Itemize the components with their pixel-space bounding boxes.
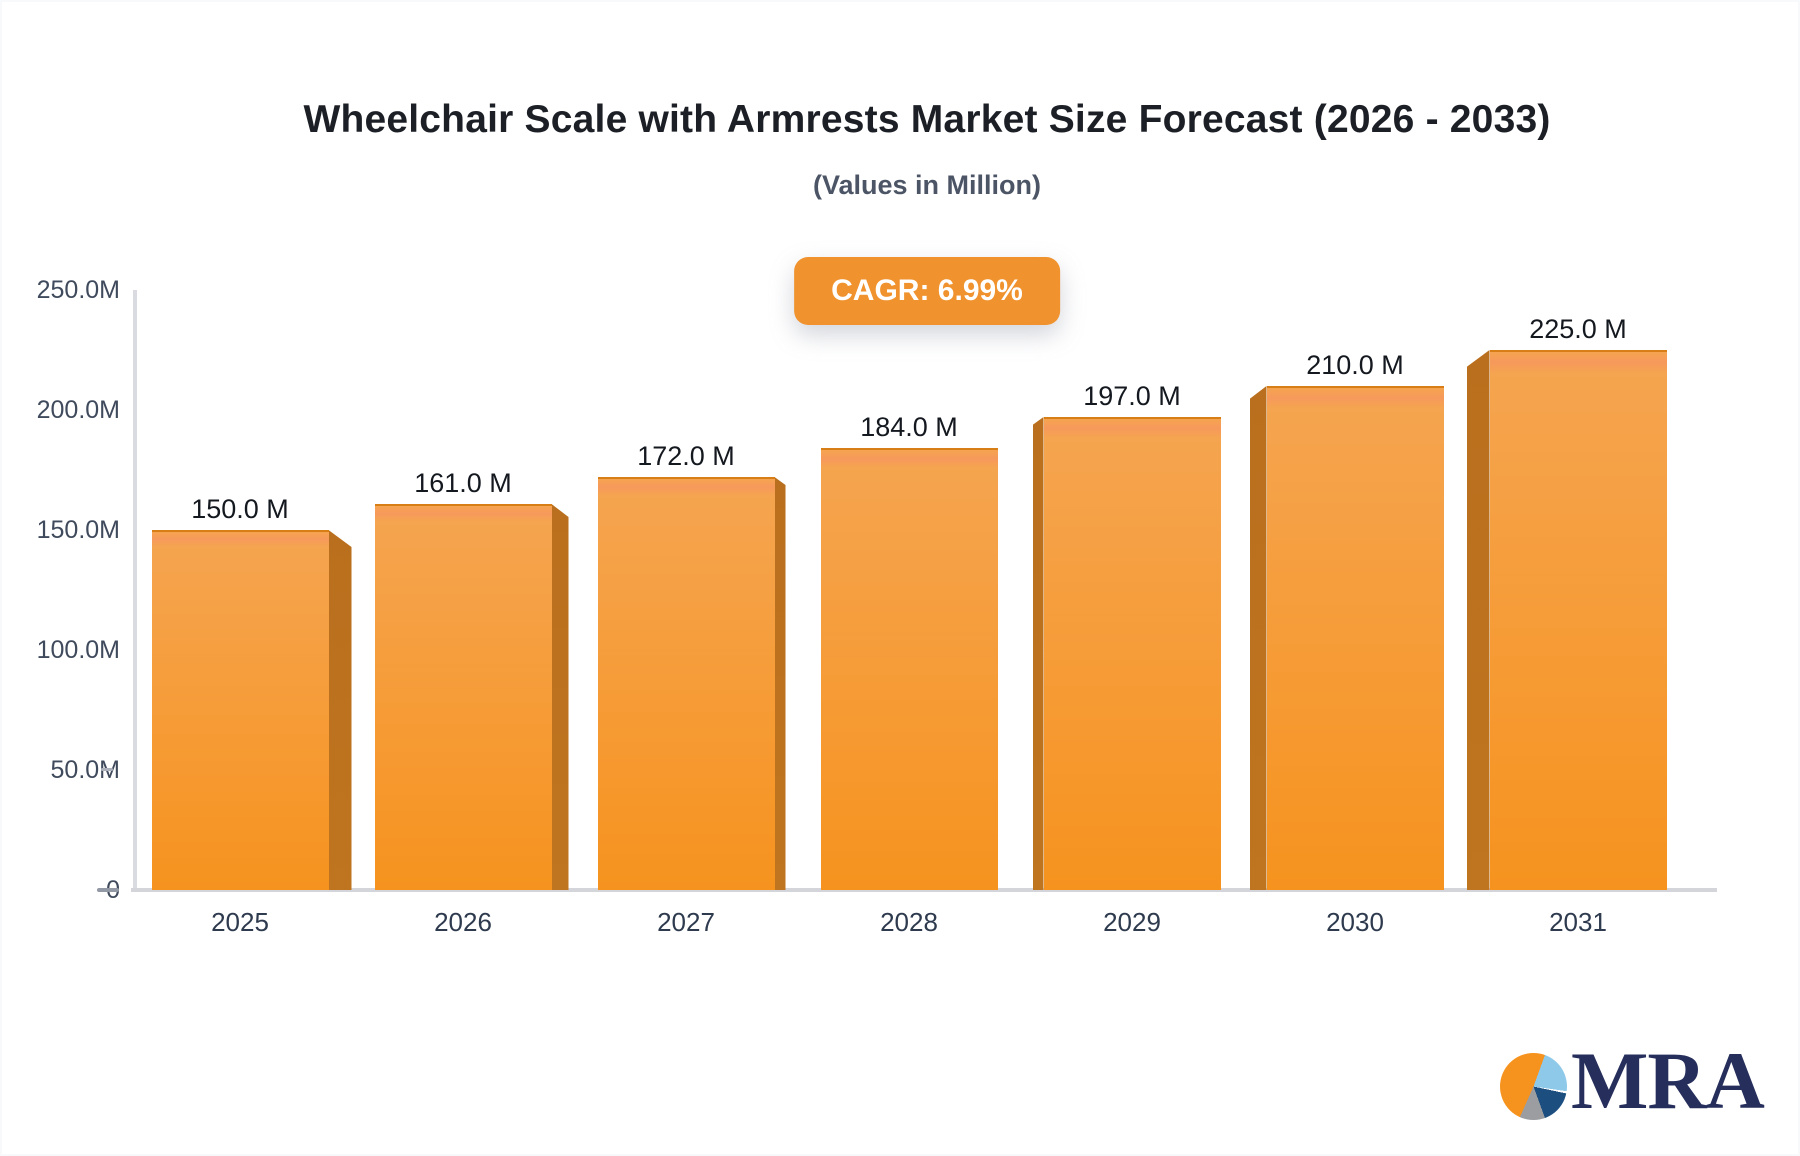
bar-face bbox=[151, 530, 329, 890]
chart-subtitle: (Values in Million) bbox=[812, 170, 1042, 200]
x-category-label: 2028 bbox=[880, 907, 938, 937]
y-tick-label: 200.0M bbox=[36, 396, 120, 424]
bar-value-label: 161.0 M bbox=[414, 468, 512, 498]
logo: MRA bbox=[1500, 1035, 1765, 1126]
logo-text: MRA bbox=[1571, 1035, 1765, 1126]
y-tick-label: 250.0M bbox=[36, 276, 120, 304]
x-axis-baseline bbox=[131, 888, 1717, 892]
logo-pie-icon bbox=[1500, 1052, 1567, 1120]
bar-side-shadow bbox=[1032, 417, 1044, 890]
bar-face bbox=[1266, 386, 1444, 890]
cagr-badge: CAGR: 6.99% bbox=[794, 257, 1060, 325]
x-category-label: 2026 bbox=[434, 907, 492, 937]
x-category-label: 2027 bbox=[657, 907, 715, 937]
bar-face bbox=[374, 504, 552, 890]
chart-title: Wheelchair Scale with Armrests Market Si… bbox=[303, 98, 1551, 141]
bar-value-label: 225.0 M bbox=[1529, 314, 1627, 344]
bar-face bbox=[1489, 350, 1667, 890]
x-category-label: 2030 bbox=[1326, 907, 1384, 937]
bar-face bbox=[820, 448, 998, 890]
x-category-label: 2031 bbox=[1549, 907, 1607, 937]
y-tick-mark bbox=[101, 768, 113, 771]
y-tick-label: 100.0M bbox=[36, 636, 120, 664]
bar-face bbox=[1043, 417, 1221, 890]
bar-side-shadow bbox=[328, 530, 352, 890]
bar-side-shadow bbox=[774, 477, 786, 890]
x-category-label: 2025 bbox=[211, 907, 269, 937]
bar-face bbox=[597, 477, 775, 890]
bar-value-label: 184.0 M bbox=[860, 412, 958, 442]
y-tick-label: 150.0M bbox=[36, 516, 120, 544]
bar-side-shadow bbox=[551, 504, 569, 890]
y-axis-line bbox=[133, 290, 137, 890]
x-category-label: 2029 bbox=[1103, 907, 1161, 937]
bar-value-label: 172.0 M bbox=[637, 441, 735, 471]
bar-value-label: 197.0 M bbox=[1083, 381, 1181, 411]
bar-value-label: 150.0 M bbox=[191, 494, 289, 524]
y-tick-mark bbox=[97, 888, 119, 892]
bar-side-shadow bbox=[1249, 386, 1267, 890]
bar-side-shadow bbox=[1466, 350, 1490, 890]
bar-value-label: 210.0 M bbox=[1306, 350, 1404, 380]
